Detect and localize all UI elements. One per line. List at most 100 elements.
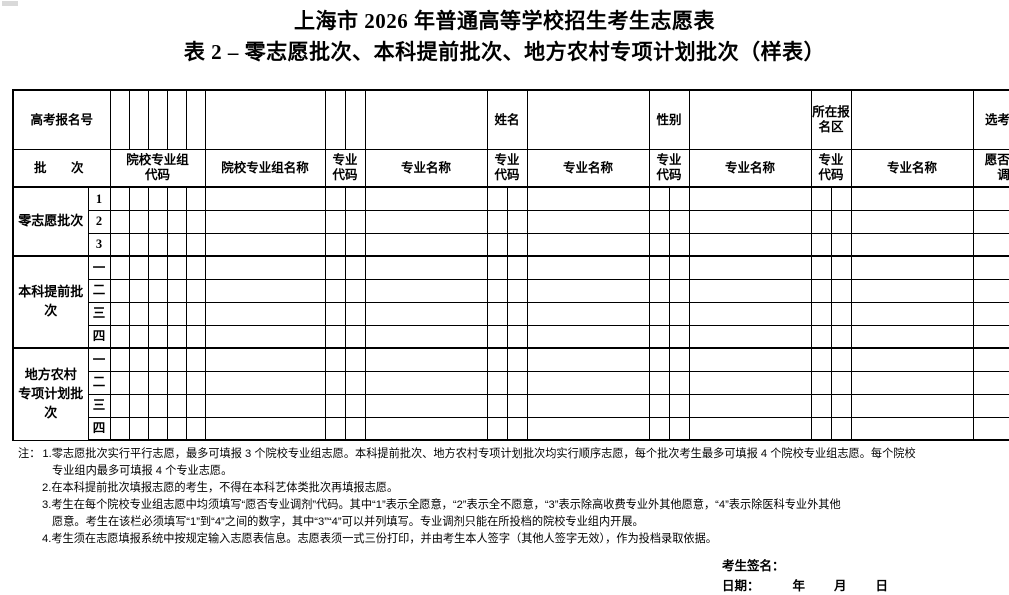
major-name-cell[interactable]	[364, 186, 488, 211]
exam-number-digit-group-2[interactable]	[204, 89, 326, 150]
group-code-cell[interactable]	[109, 416, 130, 441]
major-code-cell[interactable]	[830, 255, 852, 280]
group-code-cell[interactable]	[128, 347, 149, 372]
group-code-cell[interactable]	[128, 255, 149, 280]
major-code-cell[interactable]	[648, 232, 670, 257]
major-name-cell[interactable]	[526, 416, 650, 441]
group-code-cell[interactable]	[109, 324, 130, 349]
group-code-cell[interactable]	[109, 232, 130, 257]
group-code-cell[interactable]	[128, 278, 149, 303]
major-code-cell[interactable]	[324, 416, 346, 441]
major-name-cell[interactable]	[688, 347, 812, 372]
major-code-cell[interactable]	[648, 186, 670, 211]
adjust-cell[interactable]	[972, 416, 1009, 441]
group-code-cell[interactable]	[128, 209, 149, 234]
major-code-cell[interactable]	[648, 347, 670, 372]
group-code-cell[interactable]	[109, 393, 130, 418]
group-code-cell[interactable]	[147, 232, 168, 257]
major-name-cell[interactable]	[364, 324, 488, 349]
group-name-cell[interactable]	[204, 370, 326, 395]
major-name-cell[interactable]	[850, 393, 974, 418]
major-name-cell[interactable]	[688, 186, 812, 211]
group-code-cell[interactable]	[185, 416, 206, 441]
group-code-cell[interactable]	[185, 186, 206, 211]
major-code-cell[interactable]	[344, 324, 366, 349]
major-name-cell[interactable]	[526, 209, 650, 234]
major-name-cell[interactable]	[850, 370, 974, 395]
major-code-cell[interactable]	[810, 209, 832, 234]
group-code-cell[interactable]	[147, 416, 168, 441]
group-code-cell[interactable]	[185, 209, 206, 234]
major-name-cell[interactable]	[688, 324, 812, 349]
group-code-cell[interactable]	[166, 324, 187, 349]
major-name-cell[interactable]	[850, 278, 974, 303]
major-name-cell[interactable]	[364, 370, 488, 395]
group-name-cell[interactable]	[204, 347, 326, 372]
major-code-cell[interactable]	[486, 301, 508, 326]
major-code-cell[interactable]	[506, 278, 528, 303]
major-name-cell[interactable]	[364, 416, 488, 441]
major-code-cell[interactable]	[810, 301, 832, 326]
group-code-cell[interactable]	[147, 186, 168, 211]
major-code-cell[interactable]	[668, 209, 690, 234]
major-code-cell[interactable]	[810, 370, 832, 395]
major-code-cell[interactable]	[830, 232, 852, 257]
group-code-cell[interactable]	[147, 278, 168, 303]
major-code-cell[interactable]	[344, 347, 366, 372]
adjust-cell[interactable]	[972, 393, 1009, 418]
major-name-cell[interactable]	[688, 209, 812, 234]
major-code-cell[interactable]	[668, 255, 690, 280]
major-name-cell[interactable]	[364, 232, 488, 257]
major-code-cell[interactable]	[344, 393, 366, 418]
group-code-cell[interactable]	[128, 232, 149, 257]
group-code-cell[interactable]	[185, 255, 206, 280]
major-code-cell[interactable]	[324, 232, 346, 257]
major-code-cell[interactable]	[506, 370, 528, 395]
major-name-cell[interactable]	[364, 278, 488, 303]
major-code-cell[interactable]	[830, 278, 852, 303]
group-name-cell[interactable]	[204, 232, 326, 257]
major-code-cell[interactable]	[486, 278, 508, 303]
major-code-cell[interactable]	[324, 370, 346, 395]
major-code-cell[interactable]	[486, 324, 508, 349]
group-code-cell[interactable]	[128, 324, 149, 349]
group-code-cell[interactable]	[109, 209, 130, 234]
major-code-cell[interactable]	[648, 278, 670, 303]
exam-number-digit-2[interactable]	[128, 89, 149, 150]
major-code-cell[interactable]	[648, 301, 670, 326]
major-name-cell[interactable]	[364, 393, 488, 418]
group-name-cell[interactable]	[204, 278, 326, 303]
major-code-cell[interactable]	[668, 186, 690, 211]
major-code-cell[interactable]	[344, 255, 366, 280]
major-name-cell[interactable]	[850, 232, 974, 257]
major-code-cell[interactable]	[324, 278, 346, 303]
major-code-cell[interactable]	[648, 416, 670, 441]
major-name-cell[interactable]	[364, 301, 488, 326]
major-code-cell[interactable]	[486, 186, 508, 211]
major-code-cell[interactable]	[344, 232, 366, 257]
group-name-cell[interactable]	[204, 393, 326, 418]
major-code-cell[interactable]	[344, 278, 366, 303]
group-name-cell[interactable]	[204, 186, 326, 211]
major-code-cell[interactable]	[668, 393, 690, 418]
major-code-cell[interactable]	[668, 324, 690, 349]
group-code-cell[interactable]	[166, 393, 187, 418]
major-code-cell[interactable]	[830, 370, 852, 395]
major-name-cell[interactable]	[526, 347, 650, 372]
major-code-cell[interactable]	[830, 186, 852, 211]
major-code-cell[interactable]	[506, 347, 528, 372]
major-code-cell[interactable]	[810, 186, 832, 211]
major-code-cell[interactable]	[810, 347, 832, 372]
group-code-cell[interactable]	[109, 347, 130, 372]
group-code-cell[interactable]	[166, 209, 187, 234]
major-code-cell[interactable]	[506, 416, 528, 441]
major-code-cell[interactable]	[344, 301, 366, 326]
group-code-cell[interactable]	[166, 186, 187, 211]
major-code-cell[interactable]	[668, 278, 690, 303]
adjust-cell[interactable]	[972, 186, 1009, 211]
major-code-cell[interactable]	[668, 370, 690, 395]
exam-number-digit-5[interactable]	[185, 89, 206, 150]
group-code-cell[interactable]	[147, 347, 168, 372]
group-code-cell[interactable]	[109, 186, 130, 211]
group-name-cell[interactable]	[204, 324, 326, 349]
